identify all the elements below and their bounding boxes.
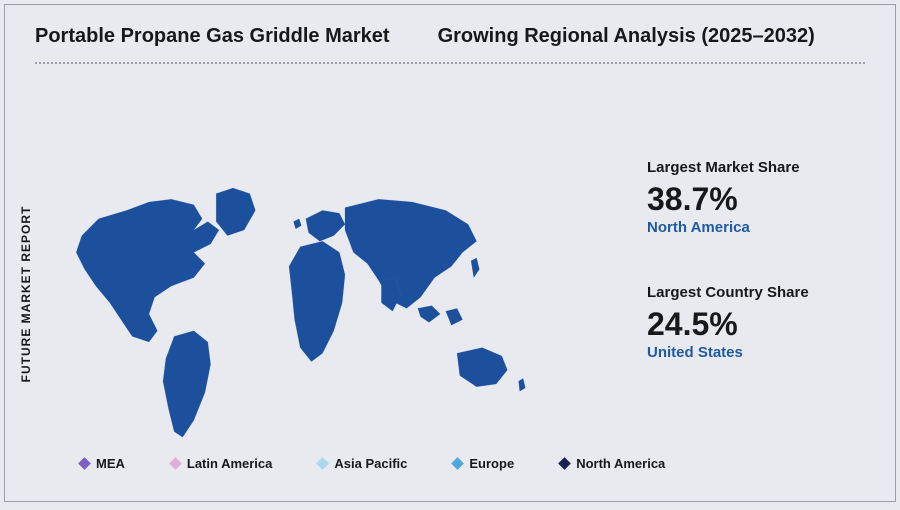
body-area: FUTURE MARKET REPORT: [5, 64, 895, 464]
legend-item-latin-america[interactable]: Latin America: [171, 456, 273, 471]
legend-item-asia-pacific[interactable]: Asia Pacific: [318, 456, 407, 471]
report-title: Portable Propane Gas Griddle Market: [35, 25, 390, 48]
legend-item-north-america[interactable]: North America: [560, 456, 665, 471]
legend-item-europe[interactable]: Europe: [453, 456, 514, 471]
region-legend: MEA Latin America Asia Pacific Europe No…: [80, 456, 865, 471]
mea-icon: [78, 457, 91, 470]
legend-item-mea[interactable]: MEA: [80, 456, 125, 471]
report-subtitle: Growing Regional Analysis (2025–2032): [438, 25, 815, 48]
europe-icon: [452, 457, 465, 470]
world-map: [65, 149, 625, 479]
stat-country-share: Largest Country Share 24.5% United State…: [647, 284, 877, 361]
header-section: Portable Propane Gas Griddle Market Grow…: [5, 5, 895, 62]
sidebar-watermark: FUTURE MARKET REPORT: [19, 206, 33, 383]
stat-market-share: Largest Market Share 38.7% North America: [647, 159, 877, 236]
report-card: Portable Propane Gas Griddle Market Grow…: [4, 4, 896, 502]
north-america-icon: [558, 457, 571, 470]
stats-panel: Largest Market Share 38.7% North America…: [647, 159, 877, 409]
asia-pacific-icon: [317, 457, 330, 470]
latin-america-icon: [169, 457, 182, 470]
